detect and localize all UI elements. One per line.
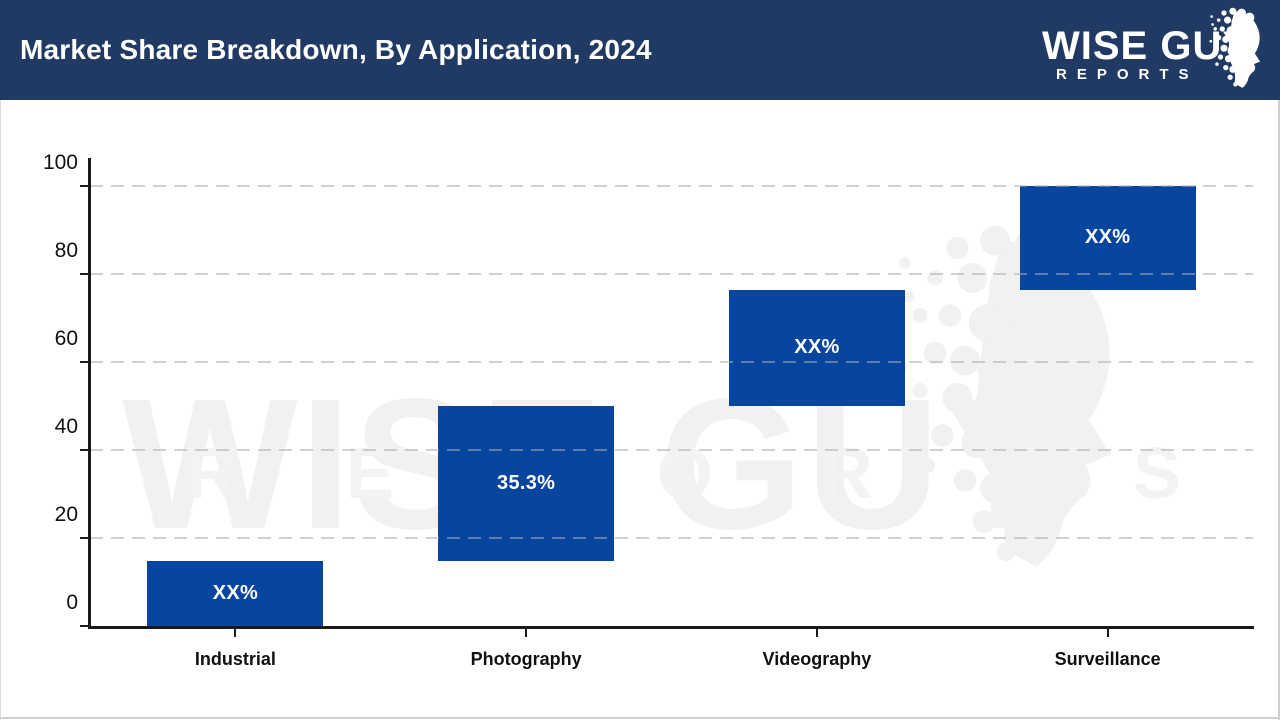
bar-label-photography: 35.3% <box>497 472 556 495</box>
y-tick-label-0: 0 <box>66 591 78 614</box>
x-tick-label-industrial: Industrial <box>194 649 276 669</box>
page-border-left <box>0 100 1 720</box>
dotted-head-icon <box>1209 7 1261 88</box>
x-tick-label-photography: Photography <box>470 649 582 669</box>
bar-label-industrial: XX% <box>212 582 259 605</box>
x-tick-label-videography: Videography <box>762 649 872 669</box>
y-tick-label-20: 20 <box>54 503 78 526</box>
x-tick-videography <box>815 629 818 637</box>
brand-logo-subtext: REPORTS <box>1056 66 1199 83</box>
page-border-bottom <box>0 717 1280 719</box>
page-title: Market Share Breakdown, By Application, … <box>20 34 652 65</box>
gridline-80 <box>90 273 1253 275</box>
gridline-60 <box>90 361 1253 363</box>
gridline-40 <box>90 449 1253 451</box>
y-tick-label-100: 100 <box>42 151 78 174</box>
x-axis <box>88 626 1254 629</box>
x-tick-surveillance <box>1106 629 1109 637</box>
gridline-20 <box>90 537 1253 539</box>
x-tick-photography <box>525 629 528 637</box>
bar-label-surveillance: XX% <box>1084 226 1131 249</box>
bar-label-videography: XX% <box>794 336 840 359</box>
y-tick-label-60: 60 <box>54 327 78 350</box>
bar-industrial: XX% <box>147 561 324 626</box>
y-tick-100 <box>80 185 88 187</box>
y-tick-0 <box>80 625 88 627</box>
plot-area: 0 20 40 60 80 100 XX% Industrial 35.3% Photograph… <box>43 151 1254 669</box>
x-tick-label-surveillance: Surveillance <box>1054 649 1161 669</box>
bar-photography: 35.3% <box>438 406 615 562</box>
bar-videography: XX% <box>728 289 905 406</box>
y-tick-40 <box>80 449 88 451</box>
y-tick-20 <box>80 537 88 539</box>
x-tick-industrial <box>234 629 237 637</box>
y-axis <box>88 158 91 629</box>
y-tick-80 <box>80 273 88 275</box>
header-bar: Market Share Breakdown, By Application, … <box>0 0 1280 100</box>
bar-surveillance: XX% <box>1019 186 1196 290</box>
y-tick-label-80: 80 <box>54 239 78 262</box>
gridline-100 <box>90 185 1253 187</box>
chart-area: WISE GUY R E P O R T S 0 20 40 60 80 100 XX% In… <box>0 100 1280 720</box>
page-border-right <box>1278 100 1280 720</box>
brand-logo: WISE GUY REPORTS <box>1014 4 1272 96</box>
y-tick-60 <box>80 361 88 363</box>
y-tick-label-40: 40 <box>54 415 78 438</box>
